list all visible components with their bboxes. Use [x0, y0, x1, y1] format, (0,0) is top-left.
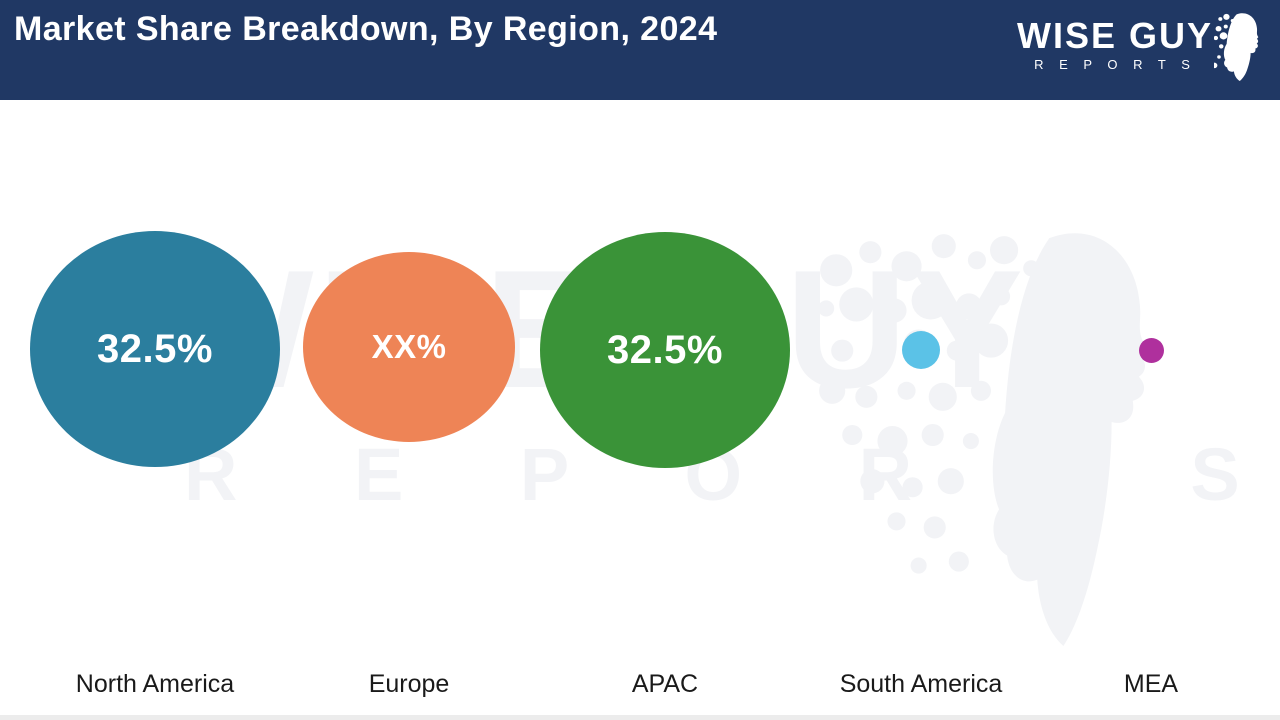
bubble-apac: 32.5%: [540, 232, 790, 468]
bubble-south-america: [902, 331, 940, 369]
header-bar: Market Share Breakdown, By Region, 2024 …: [0, 0, 1280, 100]
bubble-europe: XX%: [303, 252, 515, 442]
region-label-europe: Europe: [368, 670, 450, 698]
region-label-apac: APAC: [631, 670, 699, 698]
logo-text: WISE GUY R E P O R T S: [1017, 16, 1213, 72]
region-label-south-america: South America: [839, 670, 1003, 698]
bubble-value-apac: 32.5%: [607, 327, 723, 372]
dotted-head-logo-icon: [1214, 13, 1259, 82]
bubble-mea: [1138, 337, 1164, 363]
region-label-mea: MEA: [1123, 670, 1179, 698]
watermark-dotted-head-icon: [818, 233, 1146, 646]
bubble-value-europe: XX%: [371, 328, 447, 365]
logo-subtext: R E P O R T S: [1034, 56, 1196, 72]
bubble-chart-area: WISE GUY R E P O R T S 32.5% XX% 32.5%: [0, 100, 1280, 720]
region-label-north-america: North America: [75, 670, 235, 698]
wise-guy-reports-logo: WISE GUY R E P O R T S: [1017, 8, 1266, 84]
bubble-north-america: 32.5%: [30, 231, 280, 467]
bottom-edge-strip: [0, 715, 1280, 720]
bubble-value-north-america: 32.5%: [97, 326, 213, 371]
logo-wordmark: WISE GUY: [1016, 15, 1213, 56]
page-title: Market Share Breakdown, By Region, 2024: [14, 10, 718, 48]
